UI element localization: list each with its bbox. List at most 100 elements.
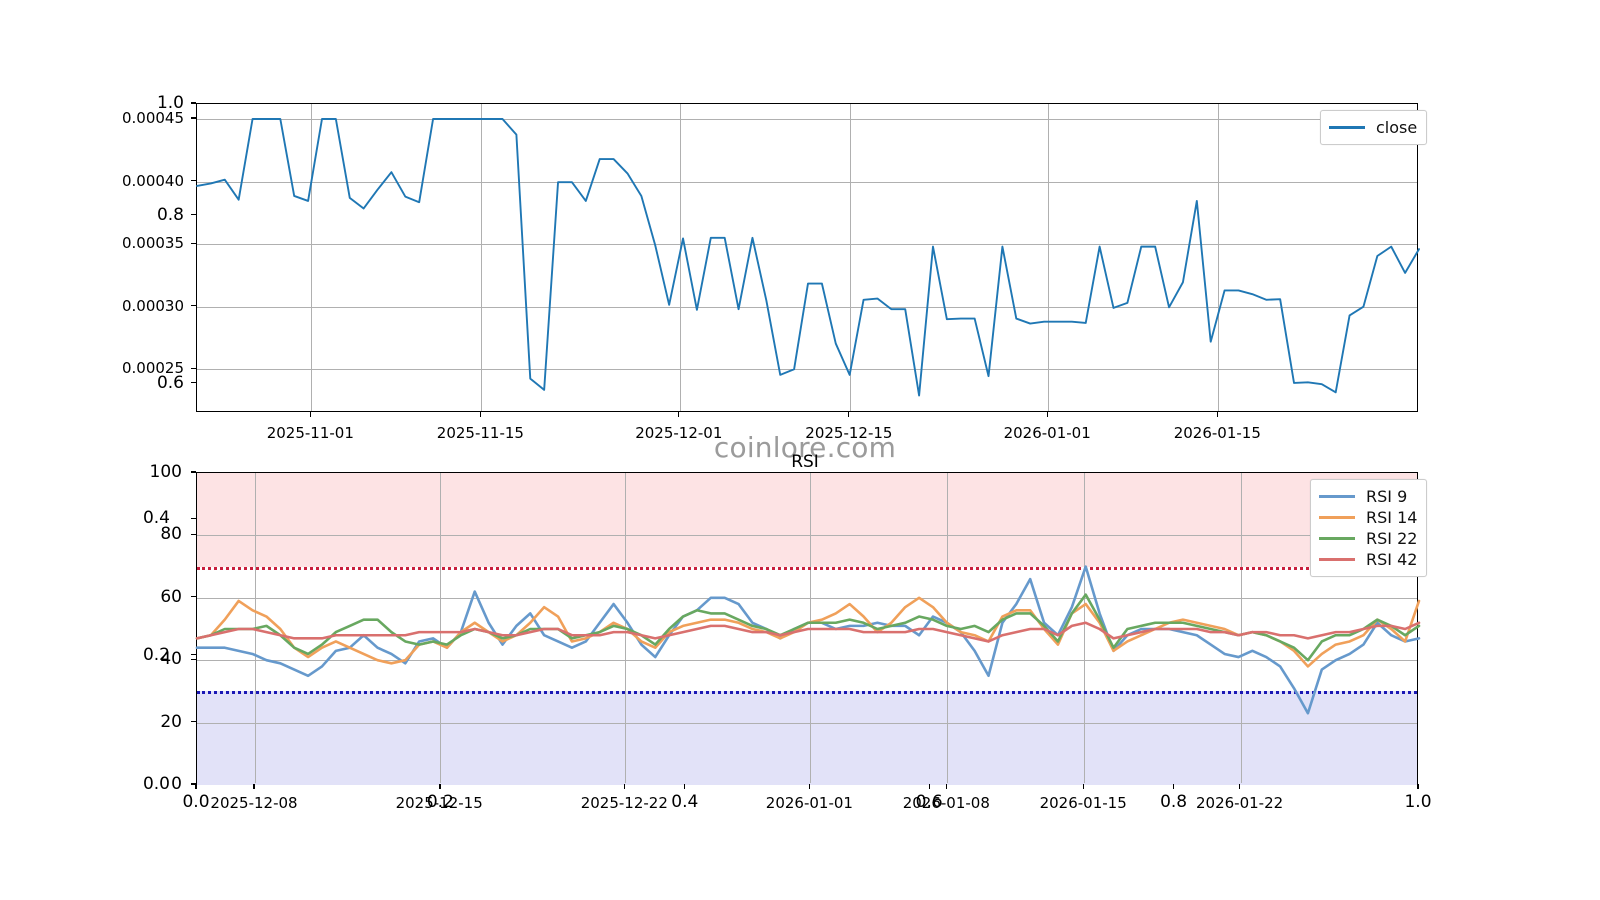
price-y-tick-norm — [191, 382, 196, 384]
price-x-tick — [1046, 412, 1048, 417]
price-gridline-h — [197, 244, 1417, 246]
rsi-x-tick — [808, 784, 810, 789]
price-line-series — [196, 118, 1420, 397]
price-gridline-h — [197, 306, 1417, 308]
rsi-band-overbought — [197, 473, 1417, 567]
legend-swatch-rsi-14 — [1319, 516, 1355, 519]
rsi-y-label-normalized: 0.4 — [142, 508, 170, 529]
price-x-tick — [678, 412, 680, 417]
rsi-x-tick-norm — [1417, 784, 1419, 789]
price-gridline-h — [197, 119, 1417, 120]
price-x-tick — [1216, 412, 1218, 417]
rsi-y-label: 60 — [160, 586, 182, 607]
rsi-gridline-v — [947, 473, 949, 783]
rsi-x-label: 2025-12-08 — [210, 794, 298, 812]
rsi-x-label: 2026-01-01 — [765, 794, 853, 812]
rsi-y-label: 0 — [171, 774, 182, 794]
rsi-x-tick — [1239, 784, 1241, 789]
price-x-label: 2026-01-01 — [1003, 424, 1091, 442]
price-x-label: 2025-12-01 — [635, 424, 723, 442]
rsi-x-label-normalized: 0.6 — [915, 792, 943, 812]
price-x-label: 2026-01-15 — [1173, 424, 1261, 442]
price-gridline-v — [481, 104, 483, 411]
rsi-y-label-normalized: 0.0 — [142, 774, 170, 794]
legend-item-rsi-9: RSI 9 — [1319, 486, 1417, 507]
rsi-threshold-oversold — [197, 691, 1417, 695]
price-y-label-normalized: 0.6 — [156, 372, 184, 393]
price-y-label: 0.00025 — [121, 359, 184, 378]
rsi-x-tick — [438, 784, 440, 789]
rsi-x-label: 2026-01-08 — [902, 794, 990, 812]
price-y-tick — [191, 367, 196, 369]
rsi-y-tick — [191, 721, 196, 723]
price-y-tick-norm — [191, 214, 196, 216]
rsi-y-tick-norm — [191, 653, 196, 656]
watermark: coinlore.com — [713, 431, 897, 464]
legend-swatch-rsi-42 — [1319, 558, 1355, 561]
rsi-y-tick-norm — [191, 783, 196, 785]
legend-label-rsi-9: RSI 9 — [1366, 487, 1408, 506]
price-y-label: 0.00035 — [121, 234, 184, 253]
price-gridline-v — [1218, 104, 1220, 411]
price-y-label-normalized: 0.8 — [156, 204, 184, 225]
legend-swatch-close — [1329, 126, 1365, 129]
price-gridline-v — [849, 104, 851, 411]
price-x-tick — [479, 412, 481, 417]
rsi-legend[interactable]: RSI 9 RSI 14 RSI 22 RSI 42 — [1310, 479, 1428, 577]
price-y-tick — [191, 305, 196, 307]
rsi-x-tick-norm — [684, 784, 686, 789]
price-y-label: 0.00040 — [121, 171, 184, 190]
rsi-x-label-normalized: 0.2 — [426, 792, 454, 812]
rsi-x-label: 2026-01-22 — [1196, 794, 1284, 812]
price-gridline-h — [197, 369, 1417, 371]
price-y-label: 0.00045 — [121, 109, 184, 127]
legend-item-rsi-42: RSI 42 — [1319, 549, 1417, 570]
rsi-gridline-v — [1084, 473, 1086, 783]
rsi-x-label-normalized: 0.0 — [182, 792, 210, 812]
legend-label-rsi-14: RSI 14 — [1366, 508, 1418, 527]
legend-label-rsi-22: RSI 22 — [1366, 529, 1418, 548]
rsi-x-label-normalized: 1.0 — [1404, 792, 1432, 812]
rsi-y-label: 40 — [160, 649, 182, 670]
rsi-y-tick-norm — [191, 517, 196, 519]
price-gridline-v — [1048, 104, 1050, 411]
rsi-line-series — [195, 565, 1421, 715]
price-x-label: 2025-11-01 — [266, 424, 354, 442]
legend-item-rsi-14: RSI 14 — [1319, 507, 1417, 528]
price-x-tick — [309, 412, 311, 417]
rsi-x-tick-norm — [928, 784, 930, 789]
price-y-tick — [191, 117, 196, 119]
rsi-x-tick-norm — [1173, 784, 1175, 789]
price-panel: 0.00045 0.00040 0.00035 0.00030 0.00025 1.0 0.… — [121, 93, 1428, 442]
rsi-x-label-normalized: 0.4 — [671, 792, 699, 812]
legend-item-rsi-22: RSI 22 — [1319, 528, 1417, 549]
price-y-label-normalized: 1.0 — [156, 93, 184, 113]
price-gridline-h — [197, 181, 1417, 183]
rsi-gridline-h — [197, 722, 1417, 724]
rsi-x-label: 2026-01-15 — [1039, 794, 1127, 812]
price-legend[interactable]: close — [1320, 110, 1428, 145]
rsi-x-tick — [945, 784, 947, 789]
legend-label-close: close — [1376, 118, 1418, 137]
rsi-x-label: 2025-12-15 — [395, 794, 483, 812]
rsi-gridline-h — [197, 597, 1417, 599]
legend-label-rsi-42: RSI 42 — [1366, 550, 1418, 569]
rsi-gridline-v — [440, 473, 442, 783]
price-x-label: 2025-11-15 — [436, 424, 524, 442]
rsi-x-tick — [253, 784, 255, 789]
rsi-title: RSI — [791, 452, 819, 472]
legend-swatch-rsi-9 — [1319, 495, 1355, 498]
price-plot-area — [196, 103, 1420, 412]
rsi-y-label: 80 — [160, 524, 182, 545]
rsi-x-tick — [1082, 784, 1084, 789]
price-y-label: 0.00030 — [121, 296, 184, 315]
rsi-y-tick — [191, 471, 196, 473]
rsi-y-label: 20 — [160, 711, 182, 732]
legend-item-close: close — [1329, 117, 1417, 138]
rsi-x-tick-norm — [195, 784, 197, 789]
price-y-tick-norm — [191, 102, 196, 104]
rsi-band-oversold — [197, 691, 1417, 785]
rsi-gridline-h — [197, 535, 1417, 537]
